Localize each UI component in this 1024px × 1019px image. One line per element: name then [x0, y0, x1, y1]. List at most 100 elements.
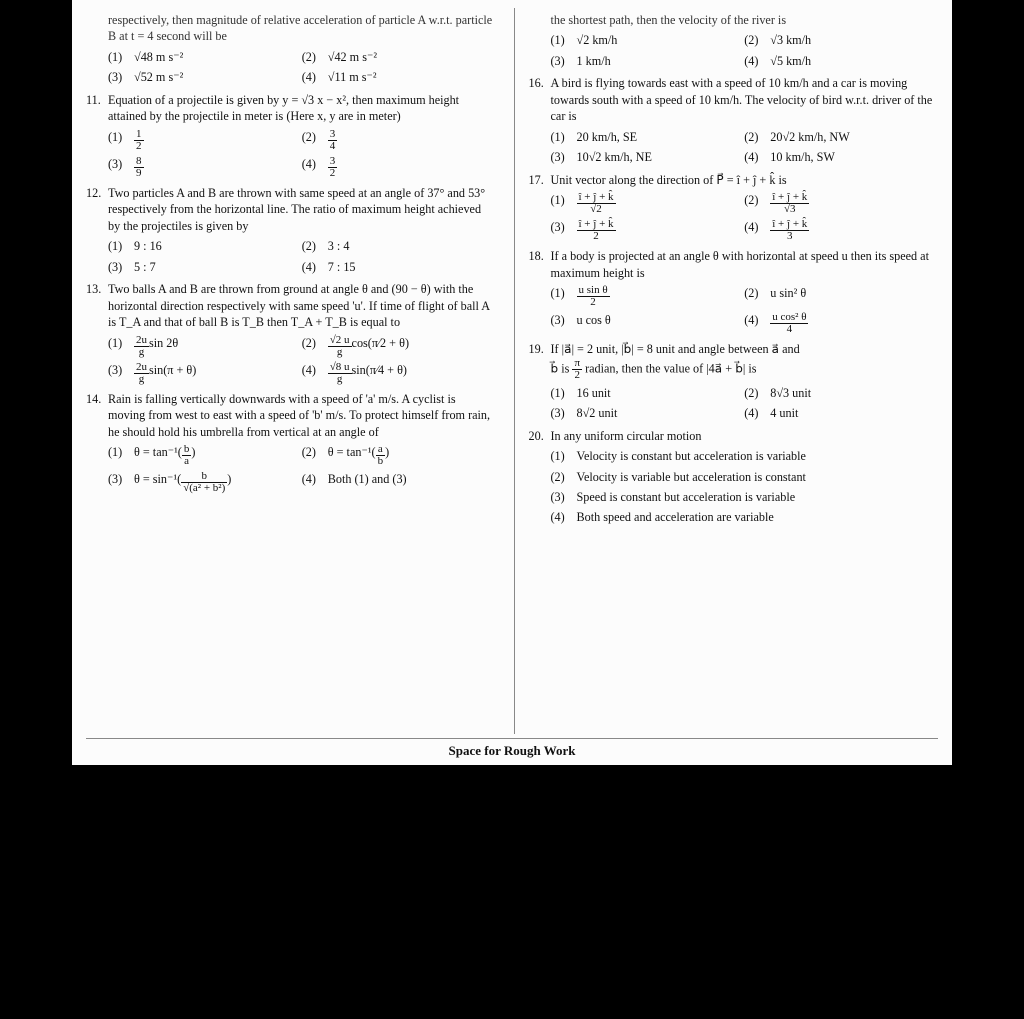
- option-text: √52 m s⁻²: [134, 69, 183, 85]
- option-text: 4 unit: [770, 405, 798, 421]
- option-number: (3): [108, 156, 134, 179]
- option-number: (1): [551, 385, 577, 401]
- option: (4) u cos² θ4: [744, 310, 938, 337]
- q15-text: the shortest path, then the velocity of …: [551, 12, 939, 28]
- option-number: (2): [302, 444, 328, 467]
- option: (1)9 : 16: [108, 236, 302, 256]
- q20-options: (1)Velocity is constant but acceleration…: [551, 446, 939, 528]
- q10-text: respectively, then magnitude of relative…: [108, 12, 496, 45]
- question-text: If a body is projected at an angle θ wit…: [551, 248, 939, 281]
- option-number: (2): [302, 129, 328, 152]
- option-text: √42 m s⁻²: [328, 49, 377, 65]
- q16: 16. A bird is flying towards east with a…: [529, 75, 939, 124]
- option-number: (3): [551, 405, 577, 421]
- q11: 11. Equation of a projectile is given by…: [86, 92, 496, 125]
- option-text: Speed is constant but acceleration is va…: [577, 489, 796, 505]
- option-number: (3): [551, 219, 577, 242]
- q19-options: (1)16 unit (2)8√3 unit (3)8√2 unit (4)4 …: [551, 383, 939, 424]
- question-text: In any uniform circular motion: [551, 428, 939, 444]
- option-number: (4): [744, 405, 770, 421]
- fraction: 89: [134, 156, 144, 179]
- question-number: 12.: [86, 185, 108, 234]
- question-number: 14.: [86, 391, 108, 440]
- fraction: √8 ug: [328, 362, 352, 385]
- option: (3)10√2 km/h, NE: [551, 147, 745, 167]
- option-pre: θ = sin⁻¹: [134, 471, 177, 494]
- option-number: (2): [744, 32, 770, 48]
- fraction: 32: [328, 156, 338, 179]
- option-number: (1): [551, 192, 577, 215]
- option-number: (3): [108, 259, 134, 275]
- option-number: (1): [108, 49, 134, 65]
- option: (1)16 unit: [551, 383, 745, 403]
- paren: ): [227, 471, 231, 494]
- option-number: (1): [551, 129, 577, 145]
- option: (3)5 : 7: [108, 257, 302, 277]
- option-number: (1): [108, 444, 134, 467]
- option: (2) 34: [302, 127, 496, 154]
- option-text: 20 km/h, SE: [577, 129, 638, 145]
- option-text: Velocity is constant but acceleration is…: [577, 448, 806, 464]
- fraction: 2ug: [134, 335, 149, 358]
- paren: ): [191, 444, 195, 467]
- question-text: Two balls A and B are thrown from ground…: [108, 281, 496, 330]
- q18-options: (1) u sin θ2 (2)u sin² θ (3)u cos θ (4) …: [551, 283, 939, 337]
- option-number: (1): [551, 32, 577, 48]
- option-number: (3): [108, 471, 134, 494]
- option-post: sin(π⁄4 + θ): [352, 362, 407, 385]
- q17-options: (1) î + ĵ + k̂√2 (2) î + ĵ + k̂√3 (3) î …: [551, 190, 939, 244]
- option: (2)8√3 unit: [744, 383, 938, 403]
- option-text: 1 km/h: [577, 53, 611, 69]
- question-text: Equation of a projectile is given by y =…: [108, 92, 496, 125]
- q10-fragment: respectively, then magnitude of relative…: [86, 12, 496, 45]
- fraction: 2ug: [134, 362, 149, 385]
- q19-part-b: b⃗ is: [551, 361, 573, 375]
- option-number: (3): [551, 489, 577, 505]
- option-number: (3): [551, 312, 577, 335]
- q13: 13. Two balls A and B are thrown from gr…: [86, 281, 496, 330]
- q15-fragment: the shortest path, then the velocity of …: [529, 12, 939, 28]
- option-post: cos(π⁄2 + θ): [352, 335, 409, 358]
- option-text: √3 km/h: [770, 32, 811, 48]
- option-text: 16 unit: [577, 385, 611, 401]
- option: (3)8√2 unit: [551, 403, 745, 423]
- option: (4)√11 m s⁻²: [302, 67, 496, 87]
- option: (4) 32: [302, 154, 496, 181]
- fraction: ab: [376, 444, 386, 467]
- option: (2)√3 km/h: [744, 30, 938, 50]
- question-text: A bird is flying towards east with a spe…: [551, 75, 939, 124]
- question-number: 20.: [529, 428, 551, 444]
- q15-options: (1)√2 km/h (2)√3 km/h (3)1 km/h (4)√5 km…: [551, 30, 939, 71]
- question-number: 18.: [529, 248, 551, 281]
- q16-options: (1)20 km/h, SE (2)20√2 km/h, NW (3)10√2 …: [551, 127, 939, 168]
- q18: 18. If a body is projected at an angle θ…: [529, 248, 939, 281]
- fraction: 12: [134, 129, 144, 152]
- question-number: 13.: [86, 281, 108, 330]
- fraction: ba: [182, 444, 192, 467]
- q20: 20. In any uniform circular motion: [529, 428, 939, 444]
- option-number: (1): [551, 285, 577, 308]
- two-column-layout: respectively, then magnitude of relative…: [86, 8, 938, 734]
- option-number: (4): [744, 312, 770, 335]
- option: (2)u sin² θ: [744, 283, 938, 310]
- option: (1) u sin θ2: [551, 283, 745, 310]
- option-text: Both (1) and (3): [328, 471, 407, 494]
- option-text: √5 km/h: [770, 53, 811, 69]
- fraction: 34: [328, 129, 338, 152]
- option: (1) î + ĵ + k̂√2: [551, 190, 745, 217]
- option: (3)u cos θ: [551, 310, 745, 337]
- option-number: (4): [744, 53, 770, 69]
- right-column: the shortest path, then the velocity of …: [514, 8, 939, 734]
- option-post: sin(π + θ): [149, 362, 196, 385]
- q19: 19. If |a⃗| = 2 unit, |b⃗| = 8 unit and …: [529, 341, 939, 380]
- option: (1)20 km/h, SE: [551, 127, 745, 147]
- option-number: (4): [302, 471, 328, 494]
- option-number: (4): [302, 156, 328, 179]
- option-text: √48 m s⁻²: [134, 49, 183, 65]
- question-number: 19.: [529, 341, 551, 380]
- option: (3)1 km/h: [551, 51, 745, 71]
- fraction: u sin θ2: [577, 285, 610, 308]
- option-text: Velocity is variable but acceleration is…: [577, 469, 806, 485]
- option-number: (2): [744, 385, 770, 401]
- option: (2) θ = tan⁻¹ (ab): [302, 442, 496, 469]
